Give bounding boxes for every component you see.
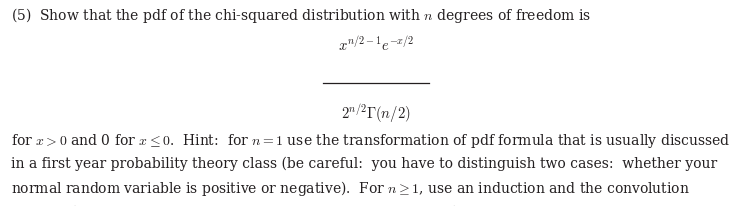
Text: $2^{n/2}\Gamma(n/2)$: $2^{n/2}\Gamma(n/2)$ <box>341 103 411 125</box>
Text: $x^{n/2-1}e^{-x/2}$: $x^{n/2-1}e^{-x/2}$ <box>338 35 414 54</box>
Text: (5)  Show that the pdf of the chi-squared distribution with $n$ degrees of freed: (5) Show that the pdf of the chi-squared… <box>11 6 591 25</box>
Text: for $x > 0$ and 0 for $x \leq 0$.  Hint:  for $n = 1$ use the transformation of : for $x > 0$ and 0 for $x \leq 0$. Hint: … <box>11 132 731 206</box>
